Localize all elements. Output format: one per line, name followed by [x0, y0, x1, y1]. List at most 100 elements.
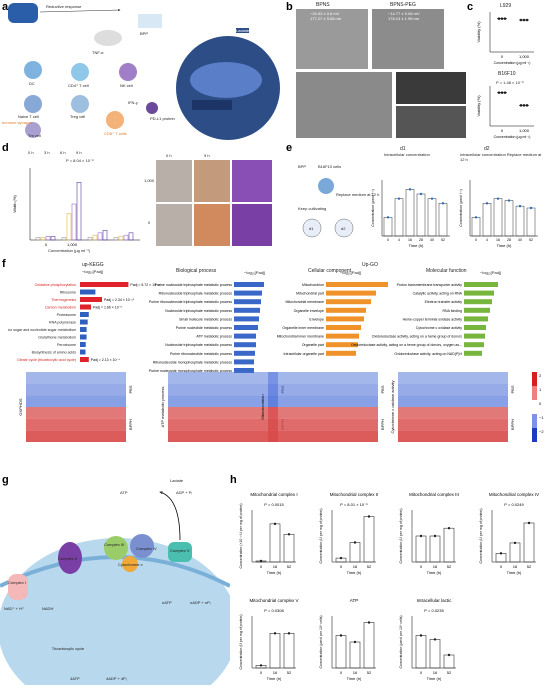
kegg-term-5: RNA polymerase — [49, 321, 76, 325]
kegg-term-10: Citrate cycle (tricarboxylic acid cycle) — [17, 358, 76, 362]
heat-2-row-0 — [268, 372, 378, 384]
d-legend-2: 6 h — [60, 150, 66, 155]
h-bar-1-2 — [363, 516, 375, 563]
heat-label-3: Cytochrome c oxidase activity — [390, 381, 395, 434]
bpns-title: BPNS — [316, 2, 330, 8]
heat-0-row-4 — [26, 418, 126, 431]
d-ylabel: Width (%) — [12, 195, 17, 213]
d-row-0: 1,000 — [144, 178, 155, 183]
d-legend-0: 0 h — [28, 150, 34, 155]
kegg-term-0: Oxidative phosphorylation — [35, 283, 76, 287]
mf-term-4: Heme-copper terminal oxidase activity — [403, 317, 463, 321]
reductive-response-label: Reductive response — [46, 4, 82, 9]
upgo-title: Up-GO — [362, 262, 378, 268]
kegg-bar-3 — [80, 304, 91, 310]
heat-2-row-2 — [268, 395, 378, 407]
panel-label-a: a — [2, 1, 9, 13]
h-xtick-3-1: 16 — [513, 564, 518, 569]
e-keep: Keep cultivating — [298, 206, 327, 211]
scratch-img-5 — [194, 204, 230, 246]
e-point-0-5 — [441, 202, 445, 205]
bpns-zeta: −24.93 ± 0.6 mV — [310, 11, 340, 16]
heat-0-row-1 — [26, 383, 126, 396]
treg-cell-icon — [71, 95, 89, 113]
e-xlabel-1: Time (h) — [497, 243, 512, 248]
g-nadp: nADP + nPᵢ — [190, 600, 211, 605]
colorbar-seg-2 — [532, 400, 537, 414]
h-xtick-6-2: 52 — [447, 670, 452, 675]
h-title-3: Mitochondrial complex IV — [489, 492, 539, 497]
panel-f: up-KEGG −log₁₀[Padj] Biological process … — [8, 262, 547, 472]
kegg-bar-6 — [80, 327, 87, 332]
c-xtick-1-1: 1,000 — [519, 128, 530, 133]
d-bar-1-2 — [71, 203, 77, 241]
c-xlabel-1: Concentration (μg ml⁻¹) — [494, 135, 531, 139]
bpns-tem-image — [296, 9, 368, 69]
h-point-6-0 — [419, 634, 423, 637]
viability-charts: 0 1,000 Concentration (μg ml⁻¹) Viability (… — [476, 12, 534, 139]
h-title-2: Mitochondrial complex III — [409, 492, 459, 497]
e-point-1-4 — [518, 204, 522, 208]
e-bar-1-4 — [515, 205, 525, 237]
h-point-0-0 — [259, 559, 263, 563]
h-xtick-6-1: 16 — [433, 670, 438, 675]
bp-term-4: Small molecule metabolic process — [179, 317, 232, 321]
panel-label-h: h — [230, 474, 237, 486]
kegg-term-7: Glutathione metabolism — [38, 336, 76, 340]
panel-label-e: e — [286, 142, 293, 154]
kegg-bar-7 — [80, 334, 87, 340]
heat-0-row-0 — [26, 372, 126, 384]
panel-g: Lactate ATP ADP + Pᵢ Complex I Complex I… — [0, 478, 238, 690]
e-bar-0-3 — [416, 193, 426, 237]
g-complex2: Complex II — [58, 556, 78, 561]
h-xtick-2-0: 0 — [420, 564, 423, 569]
h-title-6: Intracellular lactic — [417, 598, 453, 603]
kegg-p-2: Padj = 2.34 × 10⁻¹⁰ — [104, 298, 135, 302]
e-point-0-4 — [430, 197, 434, 200]
e-bar-0-2 — [405, 189, 415, 237]
g-adp: ADP + Pᵢ — [176, 490, 193, 495]
cc-bar-0 — [326, 282, 388, 287]
h-point-1-0 — [339, 556, 343, 560]
heat-3-row-1 — [398, 383, 508, 396]
bp-term-3: Nucleoside triphosphate metabolic proces… — [165, 309, 232, 313]
bp-term-1: Ribonucleoside triphosphate metabolic pr… — [159, 292, 233, 296]
mf-term-6: Oxidoreductase activity, acting on a hem… — [372, 335, 462, 339]
mitochondrial-activity-charts: Mitochondrial complex I P = 0.0015 0 16 52 Ti… — [239, 492, 539, 681]
mf-bar-3 — [464, 307, 490, 313]
bp-axis: −log₁₀[Padj] — [244, 270, 265, 275]
h-bar-5-2 — [363, 622, 375, 669]
d-bar-0-1 — [40, 237, 46, 241]
bpns-peg-size: 178.13 ± 1.95 nm — [388, 16, 420, 21]
e-xtick-0-5: 52 — [441, 238, 445, 242]
mf-bar-2 — [464, 299, 492, 305]
bp-bar-6 — [234, 333, 256, 339]
h-p-4: P = 0.0308 — [264, 608, 284, 613]
mf-bar-4 — [464, 316, 488, 322]
g-nad: NAD⁺ + H⁺ — [4, 606, 25, 611]
heat-label-1: ATP metabolic process — [160, 387, 165, 428]
h-point-5-0 — [339, 634, 343, 637]
heat-group-bpph-2: BPPH — [380, 419, 385, 430]
heat-label-2: Mitochondrion — [260, 394, 265, 419]
h-point-4-0 — [259, 664, 263, 667]
g-4atp: 4ATP — [70, 676, 80, 681]
e-replace: Replace medium at 12 h — [336, 192, 380, 197]
e-point-0-3 — [419, 192, 423, 196]
d-bar-3-0 — [113, 237, 119, 241]
h-p-6: P = 0.0235 — [424, 608, 444, 613]
mf-term-0: Proton transmembrane transporter activit… — [397, 283, 463, 287]
e-xlabel-0: Time (h) — [409, 243, 424, 248]
complex5-shape — [168, 542, 192, 562]
d-bar-1-1 — [66, 213, 72, 241]
nanosheet-vial-icon — [8, 3, 38, 23]
mf-term-7: Oxidoreductase activity, acting on a hem… — [351, 343, 462, 347]
colorbar-tick-1: 1 — [539, 387, 542, 392]
d-bar-3-2 — [123, 234, 129, 241]
heat-3-row-5 — [398, 430, 508, 442]
panel-label-f: f — [2, 258, 6, 270]
d2-dish-icon — [334, 218, 354, 238]
h-point-0-2 — [287, 533, 291, 536]
bpns-peg-tem-image — [372, 9, 444, 69]
colorbar-tick-0: 2 — [539, 373, 542, 378]
